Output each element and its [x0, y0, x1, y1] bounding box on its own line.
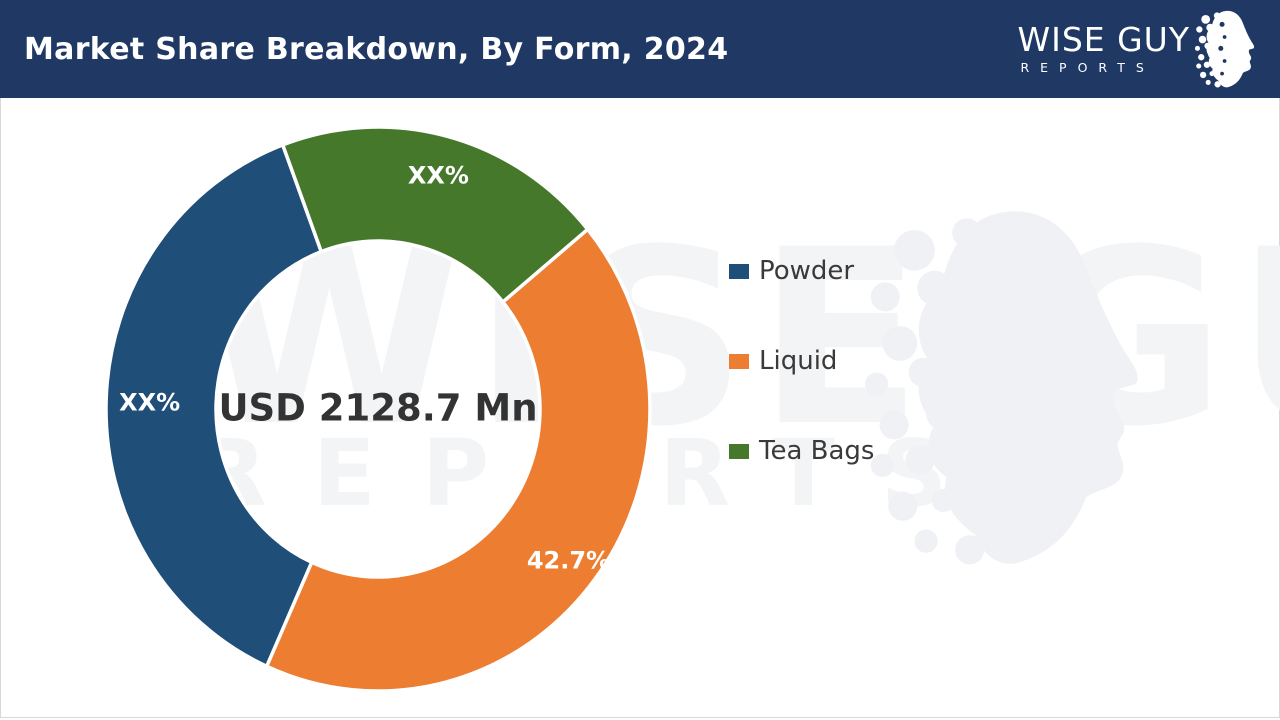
slice-percent-label: XX% [408, 162, 469, 190]
logo-wordmark: WISE GUY [1017, 20, 1190, 59]
legend-label: Liquid [759, 346, 838, 376]
legend-item-powder: Powder [729, 255, 874, 287]
slice-liquid [265, 227, 652, 693]
logo-text: WISE GUY REPORTS [1017, 23, 1190, 75]
legend-swatch-liquid [729, 353, 749, 369]
wiseguy-face-icon [1194, 10, 1255, 88]
header-bar: Market Share Breakdown, By Form, 2024 WI… [0, 0, 1280, 98]
donut-center-value: USD 2128.7 Mn [218, 386, 538, 430]
legend-item-tea-bags: Tea Bags [729, 435, 874, 467]
legend-label: Powder [759, 256, 855, 286]
slice-powder [104, 143, 324, 669]
slice-percent-label: XX% [119, 388, 180, 416]
legend-item-liquid: Liquid [729, 345, 874, 377]
slice-percent-label: 42.7% [527, 546, 610, 574]
legend-swatch-powder [729, 263, 749, 279]
chart-legend: Powder Liquid Tea Bags [729, 255, 874, 467]
legend-swatch-tea-bags [729, 443, 749, 459]
slice-tea-bags [280, 125, 590, 304]
page-title: Market Share Breakdown, By Form, 2024 [24, 31, 729, 67]
logo-subtitle: REPORTS [1020, 60, 1155, 75]
legend-label: Tea Bags [759, 436, 875, 466]
wiseguy-logo: WISE GUY REPORTS [1017, 8, 1280, 90]
